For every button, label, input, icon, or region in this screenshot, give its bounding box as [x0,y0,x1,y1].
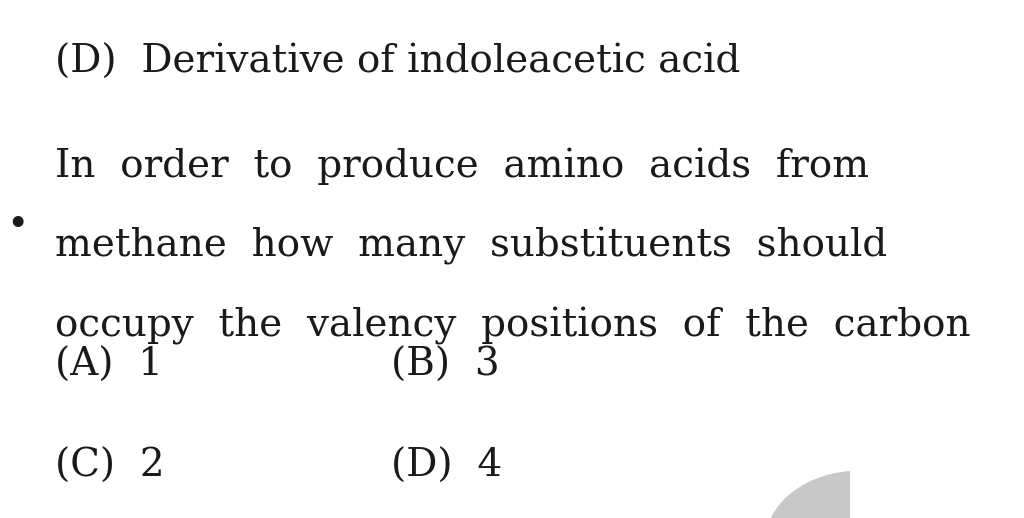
Text: methane  how  many  substituents  should: methane how many substituents should [55,227,888,265]
Text: (C)  2: (C) 2 [55,448,165,485]
Text: (B)  3: (B) 3 [391,347,500,384]
Text: (D)  4: (D) 4 [391,448,503,485]
Text: In  order  to  produce  amino  acids  from: In order to produce amino acids from [55,147,869,184]
Text: .: . [7,182,28,238]
Text: (A)  1: (A) 1 [55,347,163,384]
Ellipse shape [765,471,952,518]
Text: (D)  Derivative of indoleacetic acid: (D) Derivative of indoleacetic acid [55,44,740,81]
Text: occupy  the  valency  positions  of  the  carbon: occupy the valency positions of the carb… [55,307,971,346]
